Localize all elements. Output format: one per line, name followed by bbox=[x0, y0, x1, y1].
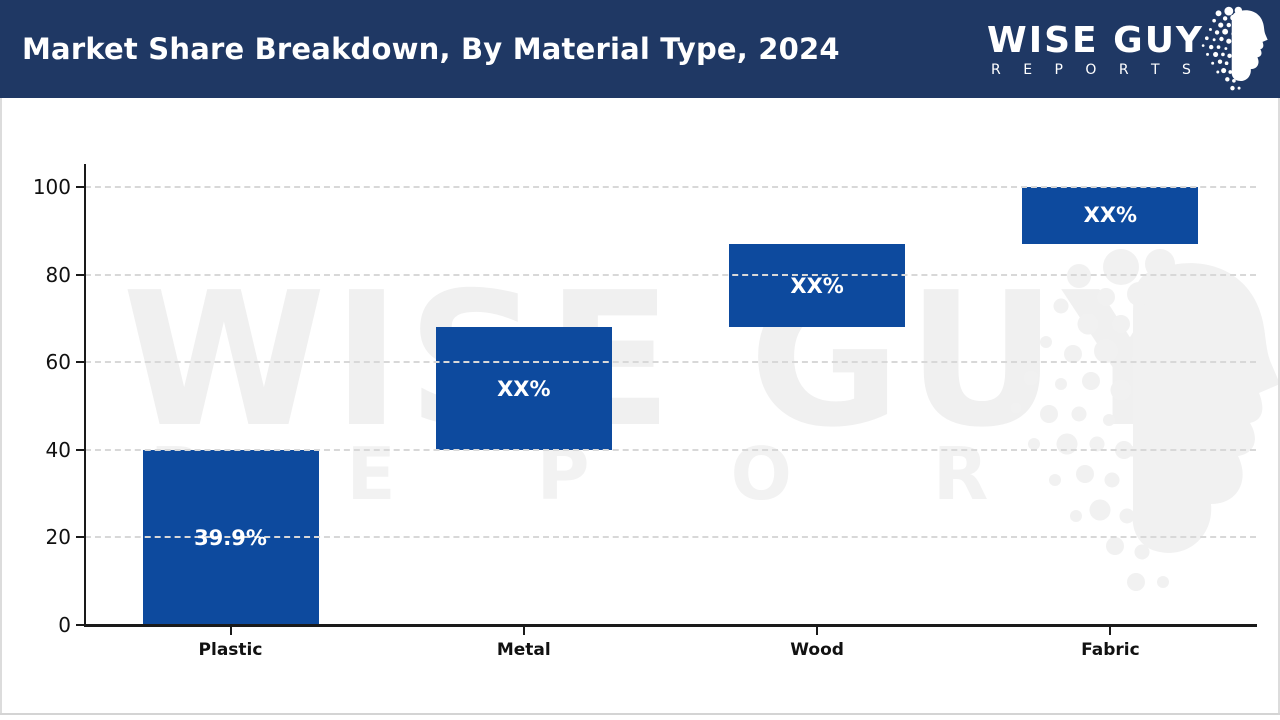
x-tick-label-plastic: Plastic bbox=[198, 640, 263, 660]
x-axis bbox=[84, 624, 1257, 627]
watermark-text-line1: WISE GUY bbox=[122, 252, 1203, 468]
gridline-60 bbox=[85, 361, 1256, 364]
x-tick-mark-fabric bbox=[1109, 627, 1112, 635]
bar-value-label-fabric: XX% bbox=[1083, 203, 1138, 228]
y-tick-mark-0 bbox=[76, 624, 85, 626]
bar-metal bbox=[435, 327, 612, 451]
y-tick-label-60: 60 bbox=[45, 350, 71, 375]
gridline-100 bbox=[85, 186, 1256, 188]
x-tick-mark-metal bbox=[522, 627, 525, 635]
wiseguy-logo: WISE GUY R E P O R T S bbox=[987, 6, 1272, 94]
y-tick-label-80: 80 bbox=[45, 262, 71, 287]
y-tick-label-40: 40 bbox=[45, 437, 71, 462]
x-tick-mark-plastic bbox=[229, 627, 232, 635]
wiseguy-logo-line2: R E P O R T S bbox=[991, 61, 1200, 78]
y-tick-mark-60 bbox=[76, 361, 85, 364]
gridline-80 bbox=[85, 273, 1256, 276]
page-title: Market Share Breakdown, By Material Type… bbox=[22, 32, 840, 66]
gridline-40 bbox=[85, 448, 1256, 451]
y-tick-label-0: 0 bbox=[58, 613, 71, 637]
x-tick-mark-wood bbox=[816, 627, 819, 635]
x-tick-label-metal: Metal bbox=[496, 640, 551, 660]
bar-value-label-wood: XX% bbox=[790, 273, 844, 298]
wiseguy-logo-line1: WISE GUY bbox=[986, 20, 1204, 62]
x-tick-label-wood: Wood bbox=[790, 640, 844, 660]
frame-border-bottom bbox=[0, 713, 1280, 715]
bar-value-label-plastic: 39.9% bbox=[194, 525, 267, 550]
frame-border-left bbox=[0, 98, 2, 714]
frame-border-right bbox=[1278, 98, 1280, 714]
wiseguy-logo-text: WISE GUY R E P O R T S bbox=[987, 22, 1204, 78]
y-tick-mark-40 bbox=[76, 448, 85, 451]
y-tick-mark-100 bbox=[76, 186, 85, 188]
x-tick-label-fabric: Fabric bbox=[1081, 640, 1140, 660]
y-tick-label-100: 100 bbox=[32, 175, 71, 199]
watermark-head-icon bbox=[980, 232, 1280, 620]
y-tick-label-20: 20 bbox=[45, 525, 71, 550]
bar-fabric bbox=[1022, 187, 1199, 244]
bar-wood bbox=[729, 243, 906, 328]
header: Market Share Breakdown, By Material Type… bbox=[0, 0, 1280, 98]
y-tick-mark-20 bbox=[76, 536, 85, 539]
bar-value-label-metal: XX% bbox=[497, 376, 551, 401]
y-axis bbox=[84, 164, 86, 627]
gridline-20 bbox=[85, 536, 1256, 539]
y-tick-mark-80 bbox=[76, 273, 85, 276]
